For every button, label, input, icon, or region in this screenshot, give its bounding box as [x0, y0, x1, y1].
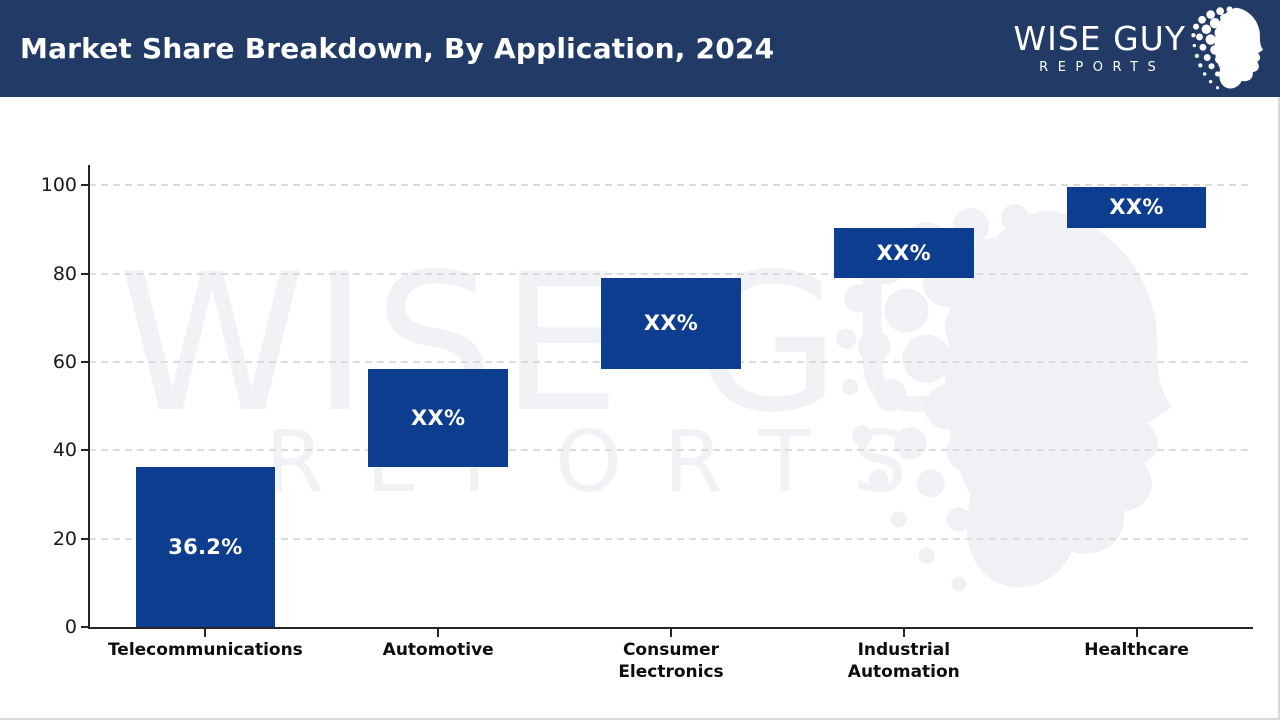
bar-segment: XX% — [601, 277, 741, 369]
bar-value-label: XX% — [411, 405, 466, 430]
chart-title: Market Share Breakdown, By Application, … — [20, 32, 775, 65]
x-category-label: Healthcare — [1084, 640, 1189, 660]
y-axis — [88, 165, 90, 629]
bar-segment: XX% — [1066, 186, 1207, 229]
y-tick-label-100: 100 — [40, 174, 77, 197]
x-category-label: Automotive — [382, 640, 494, 660]
y-tick-80 — [81, 272, 89, 275]
bar-value-label: 36.2% — [168, 535, 243, 560]
y-tick-label-80: 80 — [52, 262, 77, 285]
y-tick-label-40: 40 — [52, 439, 77, 462]
logo-head-icon — [1188, 6, 1266, 92]
x-tick — [204, 629, 207, 637]
x-axis — [88, 627, 1253, 629]
gridline-100 — [89, 184, 1253, 187]
x-tick — [902, 629, 905, 637]
bar-value-label: XX% — [876, 241, 931, 265]
y-tick-40 — [81, 449, 89, 452]
bar-segment: XX% — [833, 228, 974, 278]
y-tick-label-0: 0 — [64, 616, 77, 638]
brand-logo: WISE GUY REPORTS — [1013, 6, 1266, 92]
bar-value-label: XX% — [1109, 195, 1164, 220]
x-tick — [437, 629, 440, 637]
y-tick-100 — [81, 184, 89, 187]
chart-area: WISE GUY REPORTS 0 20 40 60 80 100 36.2% Teleco… — [0, 97, 1280, 720]
gridline-80 — [89, 272, 1253, 275]
header: Market Share Breakdown, By Application, … — [0, 0, 1280, 97]
y-tick-60 — [81, 360, 89, 363]
bar-segment: 36.2% — [135, 467, 276, 627]
logo-wordmark: WISE GUY — [1013, 19, 1186, 58]
y-tick-label-60: 60 — [52, 350, 77, 373]
bar-segment: XX% — [368, 368, 509, 468]
x-category-label: Consumer Electronics — [618, 640, 724, 683]
x-category-label: Telecommunications — [107, 640, 303, 660]
logo-text: WISE GUY REPORTS — [1013, 22, 1186, 75]
y-tick-0 — [81, 626, 89, 628]
x-tick — [670, 629, 672, 637]
y-tick-label-20: 20 — [52, 527, 77, 550]
x-category-label: Industrial Automation — [847, 640, 960, 683]
logo-subtext: REPORTS — [1039, 60, 1166, 75]
gridline-20 — [89, 537, 1253, 540]
bar-value-label: XX% — [643, 311, 699, 336]
x-tick — [1135, 629, 1138, 637]
gridline-40 — [89, 449, 1253, 452]
y-tick-20 — [81, 537, 89, 540]
